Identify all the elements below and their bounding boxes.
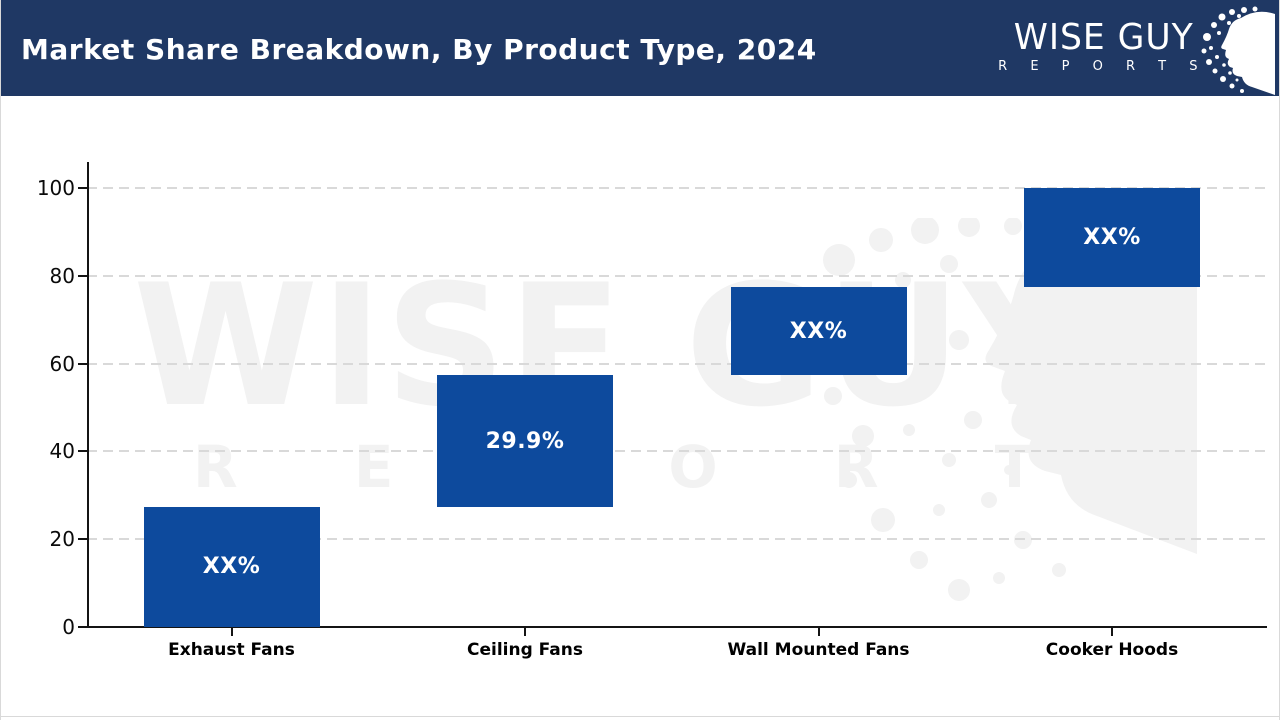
brand-face-icon bbox=[1201, 6, 1275, 95]
bar-exhaust-fans: XX% bbox=[143, 506, 320, 627]
y-tick-label-0: 0 bbox=[62, 615, 75, 639]
y-tick-40 bbox=[78, 450, 87, 453]
x-label-ceiling-fans: Ceiling Fans bbox=[467, 640, 583, 660]
y-tick-0 bbox=[78, 626, 87, 628]
brand-logo-text: WISE GUY R E P O R T S bbox=[992, 19, 1207, 74]
header-bar: Market Share Breakdown, By Product Type,… bbox=[1, 0, 1279, 96]
y-tick-100 bbox=[78, 187, 87, 189]
y-tick-60 bbox=[78, 362, 87, 365]
brand-logo: WISE GUY R E P O R T S bbox=[998, 4, 1275, 95]
x-tick-cooker-hoods bbox=[1111, 628, 1113, 636]
y-axis-line bbox=[87, 162, 89, 628]
y-tick-label-40: 40 bbox=[49, 439, 75, 464]
x-label-cooker-hoods: Cooker Hoods bbox=[1045, 640, 1179, 660]
footer-hairline bbox=[1, 716, 1279, 717]
x-tick-wall-mounted-fans bbox=[817, 628, 820, 636]
brand-logo-wordmark: WISE GUY bbox=[1013, 17, 1194, 58]
y-tick-label-60: 60 bbox=[49, 351, 75, 376]
bar-wall-mounted-fans: XX% bbox=[730, 286, 907, 376]
x-tick-exhaust-fans bbox=[230, 628, 233, 636]
chart-plot-area: 0 20 40 60 80 100 XX% Exhaust Fans 29.9% Ceiling … bbox=[1, 96, 1279, 720]
page-title: Market Share Breakdown, By Product Type,… bbox=[21, 33, 817, 66]
bar-value-label: XX% bbox=[202, 554, 261, 580]
gridline-60 bbox=[87, 362, 1267, 365]
gridline-80 bbox=[87, 274, 1267, 277]
y-tick-80 bbox=[78, 274, 87, 277]
x-label-exhaust-fans: Exhaust Fans bbox=[168, 640, 295, 660]
x-tick-ceiling-fans bbox=[524, 628, 526, 636]
y-tick-20 bbox=[78, 538, 87, 541]
y-tick-label-80: 80 bbox=[49, 263, 75, 288]
x-axis-line bbox=[87, 626, 1267, 628]
brand-logo-subtext: R E P O R T S bbox=[998, 58, 1207, 74]
bar-ceiling-fans: 29.9% bbox=[437, 375, 613, 507]
y-tick-label-100: 100 bbox=[36, 176, 75, 200]
gridline-40 bbox=[87, 450, 1267, 453]
x-label-wall-mounted-fans: Wall Mounted Fans bbox=[727, 640, 910, 660]
bar-value-label: XX% bbox=[1083, 224, 1141, 250]
bar-cooker-hoods: XX% bbox=[1024, 188, 1200, 287]
gridline-20 bbox=[87, 538, 1267, 541]
y-tick-label-20: 20 bbox=[49, 527, 75, 552]
bar-value-label: 29.9% bbox=[485, 428, 565, 454]
gridline-100 bbox=[87, 187, 1267, 189]
bar-value-label: XX% bbox=[789, 318, 848, 344]
